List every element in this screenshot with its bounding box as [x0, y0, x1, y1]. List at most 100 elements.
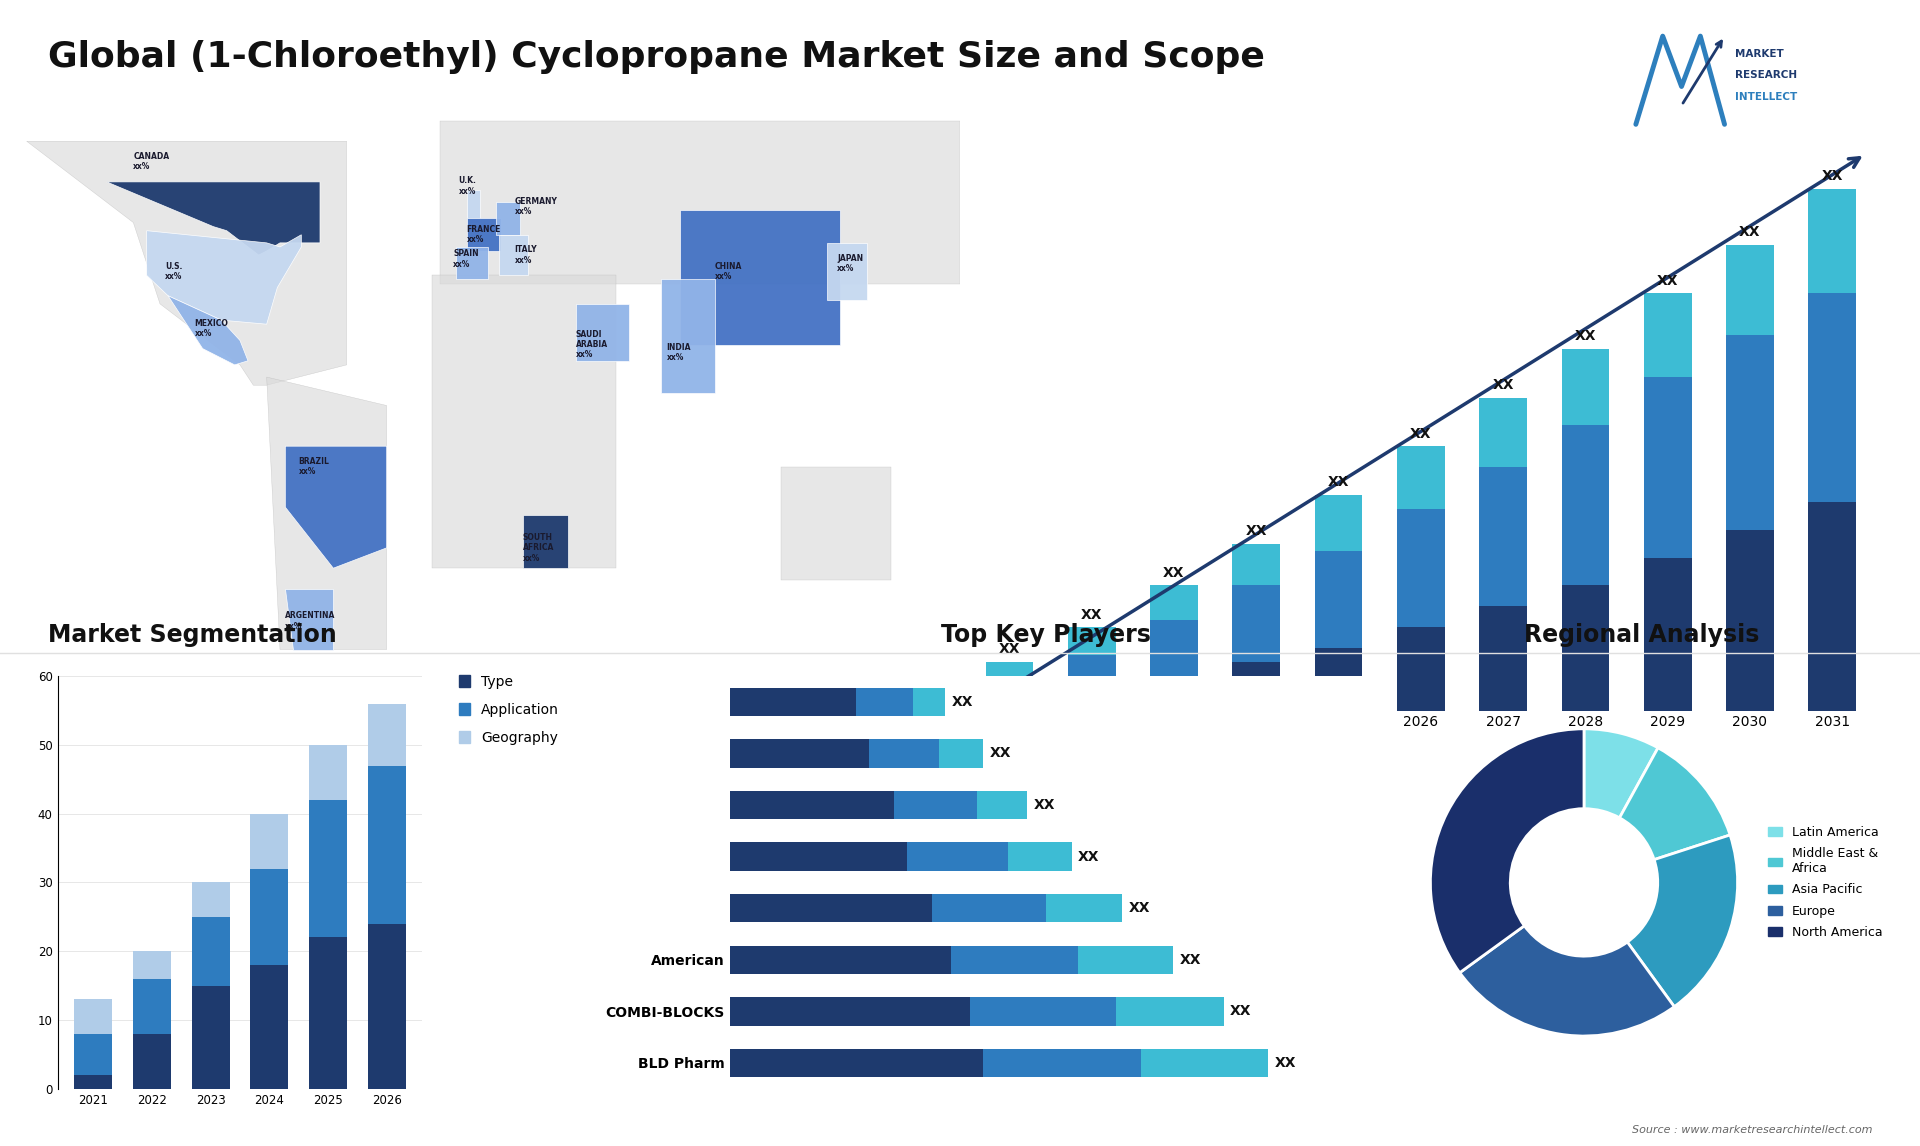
Bar — [983, 1049, 1140, 1077]
Text: XX: XX — [1409, 426, 1432, 441]
Bar — [1068, 627, 1116, 654]
Bar — [132, 1034, 171, 1089]
Bar — [870, 739, 939, 768]
Wedge shape — [1584, 729, 1659, 818]
Text: XX: XX — [1246, 524, 1267, 539]
Bar — [1478, 398, 1526, 468]
Text: JAPAN
xx%: JAPAN xx% — [837, 253, 864, 273]
Polygon shape — [457, 246, 488, 280]
Bar — [1809, 293, 1857, 502]
Bar — [309, 745, 348, 800]
Bar — [250, 814, 288, 869]
Bar — [1809, 189, 1857, 293]
Bar — [730, 688, 856, 716]
Bar — [309, 800, 348, 937]
Text: XX: XX — [1033, 798, 1056, 813]
Bar — [1726, 335, 1774, 529]
Bar — [132, 951, 171, 979]
Bar — [730, 842, 906, 871]
Text: XX: XX — [1329, 476, 1350, 489]
Legend: Type, Application, Geography: Type, Application, Geography — [459, 675, 559, 745]
Text: XX: XX — [1822, 170, 1843, 183]
Polygon shape — [146, 230, 301, 324]
Bar — [977, 791, 1027, 819]
Polygon shape — [495, 202, 520, 235]
Text: XX: XX — [950, 694, 973, 709]
Bar — [309, 937, 348, 1089]
Bar — [856, 688, 914, 716]
Text: Top Key Players: Top Key Players — [941, 623, 1152, 647]
Polygon shape — [781, 466, 891, 580]
Bar — [1315, 647, 1363, 711]
Bar — [1233, 586, 1281, 662]
Text: CANADA
xx%: CANADA xx% — [132, 152, 169, 171]
Bar — [1726, 244, 1774, 335]
Bar — [1809, 502, 1857, 711]
Polygon shape — [267, 377, 386, 650]
Text: XX: XX — [1081, 607, 1102, 621]
Text: XX: XX — [1740, 225, 1761, 240]
Text: Regional Analysis: Regional Analysis — [1524, 623, 1759, 647]
Text: FRANCE
xx%: FRANCE xx% — [467, 225, 501, 244]
Bar — [895, 791, 977, 819]
Text: XX: XX — [1164, 566, 1185, 580]
Wedge shape — [1430, 729, 1584, 973]
Text: ARGENTINA
xx%: ARGENTINA xx% — [286, 611, 336, 630]
Bar — [1398, 627, 1444, 711]
Text: XX: XX — [1079, 849, 1100, 864]
Wedge shape — [1459, 926, 1674, 1036]
Bar — [192, 882, 230, 917]
Bar — [730, 894, 933, 923]
Polygon shape — [432, 275, 616, 568]
Bar — [1068, 654, 1116, 690]
Bar — [950, 945, 1079, 974]
Bar — [1726, 529, 1774, 711]
Text: XX: XX — [989, 746, 1010, 761]
Bar — [730, 791, 895, 819]
Text: CHINA
xx%: CHINA xx% — [714, 261, 741, 281]
Polygon shape — [440, 120, 960, 283]
Bar — [192, 986, 230, 1089]
Bar — [1644, 377, 1692, 558]
Text: U.S.
xx%: U.S. xx% — [165, 261, 182, 281]
Text: XX: XX — [1231, 1004, 1252, 1019]
Polygon shape — [286, 446, 386, 568]
Polygon shape — [467, 190, 480, 222]
Bar — [367, 766, 405, 924]
Bar — [970, 997, 1116, 1026]
Polygon shape — [27, 141, 348, 385]
Bar — [906, 842, 1008, 871]
Bar — [75, 1034, 113, 1075]
Bar — [730, 739, 870, 768]
Polygon shape — [499, 235, 528, 275]
Text: MARKET: MARKET — [1736, 48, 1784, 58]
Text: XX: XX — [1129, 901, 1150, 916]
Text: Global (1-Chloroethyl) Cyclopropane Market Size and Scope: Global (1-Chloroethyl) Cyclopropane Mark… — [48, 40, 1265, 74]
Bar — [933, 894, 1046, 923]
Bar — [1315, 495, 1363, 550]
Bar — [1644, 293, 1692, 377]
Polygon shape — [286, 589, 334, 650]
Polygon shape — [522, 516, 568, 568]
Bar — [730, 945, 950, 974]
Bar — [75, 1075, 113, 1089]
Text: U.K.
xx%: U.K. xx% — [459, 176, 476, 196]
Bar — [1008, 842, 1071, 871]
Polygon shape — [660, 280, 714, 393]
Text: GERMANY
xx%: GERMANY xx% — [515, 197, 557, 215]
Bar — [985, 676, 1033, 697]
Bar — [730, 1049, 983, 1077]
Text: SOUTH
AFRICA
xx%: SOUTH AFRICA xx% — [522, 533, 555, 563]
Polygon shape — [576, 304, 630, 361]
Bar — [1478, 606, 1526, 711]
Text: SPAIN
xx%: SPAIN xx% — [453, 250, 478, 269]
Text: MEXICO
xx%: MEXICO xx% — [194, 319, 228, 338]
Text: XX: XX — [1179, 952, 1200, 967]
Text: XX: XX — [1492, 378, 1513, 392]
Bar — [1068, 690, 1116, 711]
Bar — [1398, 509, 1444, 627]
Bar — [985, 697, 1033, 711]
Bar — [1233, 543, 1281, 586]
Polygon shape — [828, 243, 866, 300]
Bar — [250, 869, 288, 965]
